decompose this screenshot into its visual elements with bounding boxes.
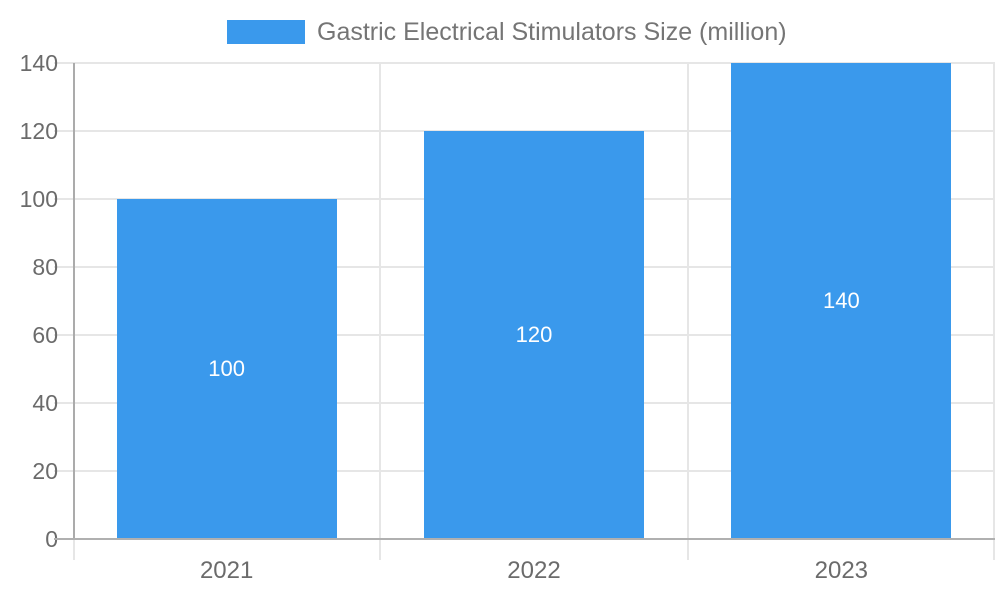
- bar-2022[interactable]: 120: [424, 131, 644, 539]
- x-tick-label-2021: 2021: [199, 557, 254, 584]
- x-gridline-2: [686, 63, 689, 560]
- y-tick-label-120: 120: [19, 118, 58, 144]
- y-tick-label-20: 20: [32, 458, 58, 484]
- bar-value-label-2022: 120: [515, 322, 553, 347]
- y-axis-line: [73, 63, 75, 539]
- x-tick-label-2023: 2023: [814, 557, 869, 584]
- y-tick-label-100: 100: [19, 186, 58, 212]
- bar-value-label-2023: 140: [822, 288, 860, 313]
- plot-area: 100 120 140: [54, 62, 995, 560]
- x-axis-left-tick: [73, 539, 75, 560]
- legend-item[interactable]: Gastric Electrical Stimulators Size (mil…: [227, 14, 787, 50]
- x-tick-label-2022: 2022: [507, 557, 561, 584]
- y-gridline-140: [54, 62, 995, 64]
- bar-2021[interactable]: 100: [116, 199, 337, 539]
- y-tick-label-140: 140: [19, 50, 58, 76]
- bar-2023[interactable]: 140: [731, 63, 952, 539]
- legend-label: Gastric Electrical Stimulators Size (mil…: [317, 17, 787, 46]
- x-gridline-1: [379, 63, 382, 560]
- x-gridline-right-edge: [993, 63, 995, 560]
- y-tick-label-80: 80: [32, 254, 58, 280]
- y-tick-label-40: 40: [32, 390, 58, 416]
- bar-value-label-2021: 100: [208, 356, 246, 381]
- y-tick-label-60: 60: [32, 322, 58, 348]
- legend-swatch: [227, 20, 305, 44]
- x-axis-line: [54, 538, 995, 540]
- y-tick-label-0: 0: [45, 526, 58, 552]
